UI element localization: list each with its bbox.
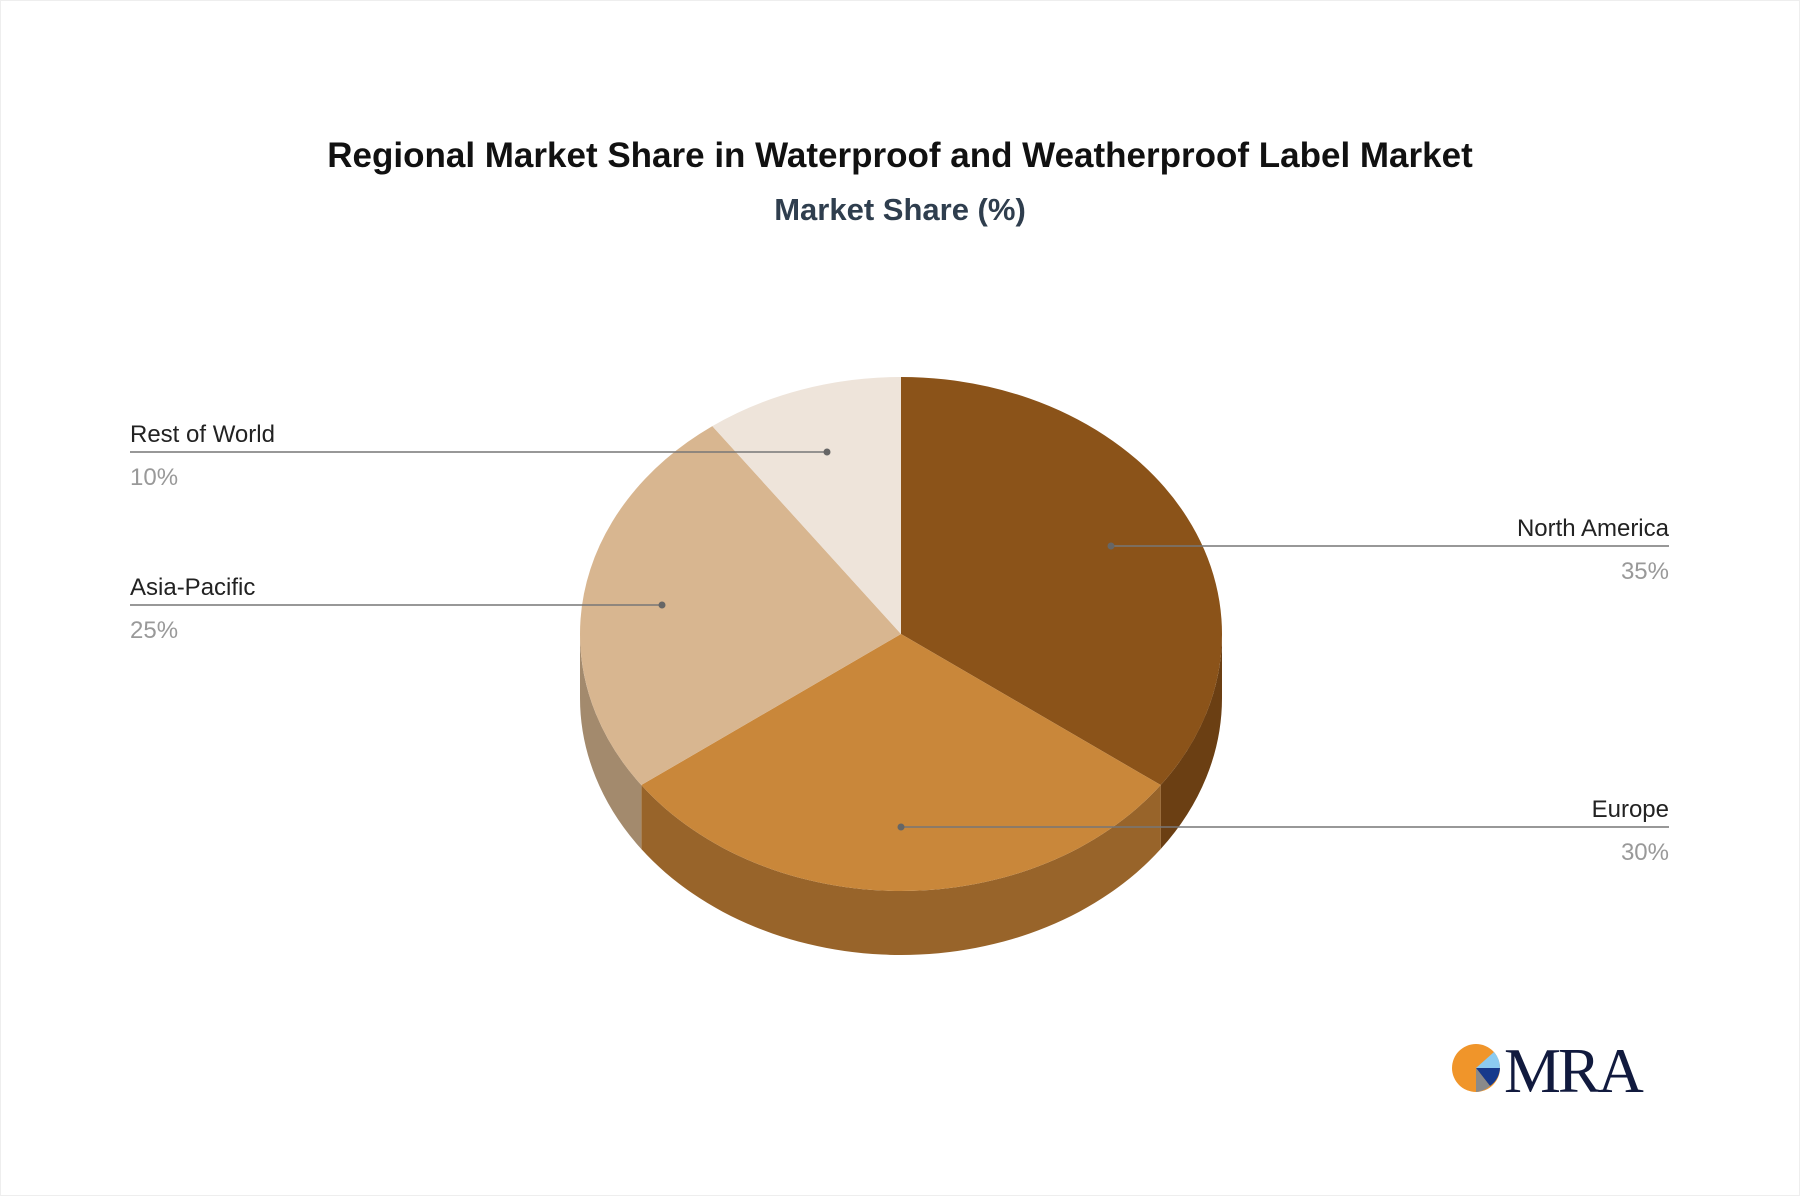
label-asia-pacific: Asia-Pacific (130, 574, 255, 601)
leader-dot-north-america (1107, 542, 1115, 550)
pie-side-europe (641, 785, 1161, 956)
chart-title: Regional Market Share in Waterproof and … (327, 136, 1473, 175)
pie-slice-rest-of-world (712, 377, 901, 634)
label-north-america: North America (1517, 515, 1670, 542)
label-rest-of-world: Rest of World (130, 421, 275, 448)
value-label-north-america: 35% (1621, 558, 1669, 585)
pie-side-asia-pacific (580, 634, 642, 850)
mra-logo: MRA (1450, 1035, 1644, 1106)
leader-dot-europe (897, 823, 905, 831)
pie-slice-north-america (901, 377, 1222, 786)
pie-side-north-america (1160, 634, 1222, 850)
leader-dot-asia-pacific (658, 601, 666, 609)
chart-subtitle: Market Share (%) (774, 192, 1026, 227)
value-label-europe: 30% (1621, 839, 1669, 866)
logo-text: MRA (1504, 1035, 1644, 1106)
leader-dot-rest-of-world (823, 448, 831, 456)
value-label-rest-of-world: 10% (130, 464, 178, 491)
value-label-asia-pacific: 25% (130, 617, 178, 644)
pie-slice-asia-pacific (580, 426, 901, 786)
label-europe: Europe (1592, 796, 1669, 823)
logo-pie-icon (1452, 1044, 1501, 1092)
